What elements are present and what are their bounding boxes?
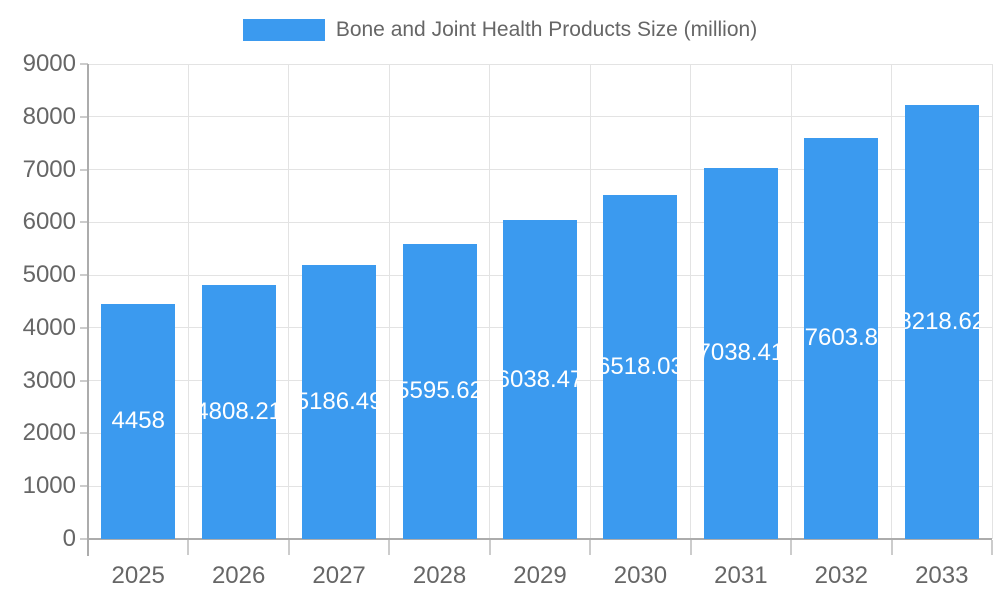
y-axis-label-4000: 4000 [22, 313, 76, 341]
y-axis-label-5000: 5000 [22, 261, 76, 289]
y-axis-label-9000: 9000 [22, 50, 76, 77]
bar-value-label: 5186.49 [302, 388, 377, 416]
x-axis-tick [689, 540, 692, 555]
bar-value-label: 5595.62 [402, 377, 477, 405]
bar-2027[interactable]: 5186.49 [302, 265, 377, 539]
legend-label: Bone and Joint Health Products Size (mil… [335, 18, 758, 41]
y-axis-tick [80, 221, 88, 224]
bar-2028[interactable]: 5595.62 [402, 243, 477, 539]
bar-2026[interactable]: 4808.21 [201, 285, 276, 539]
y-axis-label-2000: 2000 [22, 419, 76, 447]
bar-2030[interactable]: 6518.03 [603, 194, 678, 539]
bar-2029[interactable]: 6038.47 [503, 220, 577, 539]
bar-2033[interactable]: 8218.62 [904, 105, 979, 539]
y-axis-tick [80, 274, 88, 277]
x-axis-label-2029: 2029 [513, 562, 567, 589]
legend-swatch [242, 19, 325, 41]
x-axis-tick [890, 540, 893, 555]
x-axis-label-2025: 2025 [111, 562, 165, 589]
x-axis-label-2028: 2028 [412, 562, 467, 589]
y-axis-tick [80, 63, 88, 65]
y-axis-label-6000: 6000 [22, 208, 76, 236]
y-axis-tick [80, 538, 88, 540]
x-axis-label-2033: 2033 [915, 562, 969, 589]
y-axis-label-3000: 3000 [22, 366, 76, 394]
y-axis-tick [80, 168, 88, 171]
bar-value-label: 4458 [111, 407, 165, 435]
y-axis-label-7000: 7000 [22, 155, 76, 183]
gridline-vertical [589, 64, 591, 539]
x-axis-tick [287, 540, 290, 555]
x-axis-label-2030: 2030 [613, 562, 668, 589]
bar-2031[interactable]: 7038.41 [703, 167, 778, 539]
y-axis-label-8000: 8000 [22, 102, 76, 130]
bar-value-label: 7038.41 [703, 339, 778, 367]
x-axis-label-2031: 2031 [714, 562, 768, 589]
x-axis-tick [488, 540, 491, 555]
x-axis-label-2032: 2032 [814, 562, 869, 589]
gridline-horizontal [88, 116, 992, 118]
gridline-vertical [388, 64, 390, 539]
bar-2032[interactable]: 7603.8 [804, 137, 879, 539]
gridline-vertical [991, 64, 993, 539]
gridline-vertical [790, 64, 792, 539]
x-axis-tick [187, 540, 190, 555]
y-axis-tick [80, 115, 88, 118]
y-axis-tick [80, 379, 88, 382]
legend-item[interactable]: Bone and Joint Health Products Size (mil… [0, 18, 1000, 42]
bar-value-label: 7603.8 [804, 324, 879, 352]
y-axis-label-1000: 1000 [22, 472, 76, 500]
x-axis-tick [388, 540, 391, 555]
x-axis-label-2026: 2026 [211, 562, 266, 589]
gridline-vertical [891, 64, 893, 539]
gridline-vertical [288, 64, 290, 539]
bar-value-label: 4808.21 [201, 398, 276, 426]
y-axis-tick [80, 432, 88, 435]
bar-value-label: 6518.03 [603, 352, 678, 380]
x-axis-tick [790, 540, 793, 555]
y-axis-line [87, 64, 89, 556]
y-axis-tick [80, 326, 88, 329]
gridline-vertical [690, 64, 692, 539]
y-axis-tick [80, 485, 88, 488]
x-axis-line [87, 538, 992, 540]
bar-value-label: 6038.47 [503, 365, 577, 393]
gridline-vertical [187, 64, 189, 539]
x-axis-tick [589, 540, 592, 555]
bar-value-label: 8218.62 [904, 308, 979, 336]
gridline-horizontal [88, 63, 992, 65]
x-axis-tick [991, 540, 993, 555]
bar-2025[interactable]: 4458 [101, 303, 176, 539]
x-axis-label-2027: 2027 [312, 562, 366, 589]
gridline-horizontal [88, 169, 992, 171]
y-axis-label-0: 0 [62, 525, 76, 552]
gridline-vertical [489, 64, 491, 539]
